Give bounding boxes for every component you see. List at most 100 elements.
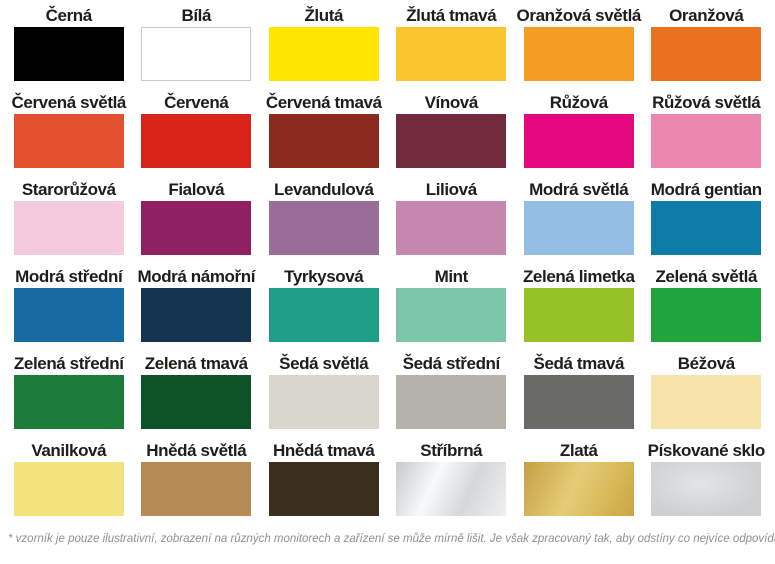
color-swatch bbox=[523, 288, 634, 342]
color-swatch bbox=[396, 201, 507, 255]
color-swatch bbox=[268, 462, 379, 516]
swatch-label: Stříbrná bbox=[420, 441, 483, 460]
swatch-label: Žlutá bbox=[304, 6, 344, 25]
swatch-cell: Modrá gentian bbox=[643, 178, 771, 255]
swatch-cell: Vanilková bbox=[5, 439, 133, 516]
footnote: * vzorník je pouze ilustrativní, zobraze… bbox=[8, 533, 775, 545]
color-swatch bbox=[651, 114, 762, 168]
swatch-label: Červená tmavá bbox=[265, 93, 382, 112]
swatch-label: Šedá střední bbox=[402, 354, 501, 373]
swatch-label: Starorůžová bbox=[21, 180, 116, 199]
swatch-cell: Červená světlá bbox=[5, 91, 133, 168]
swatch-label: Červená světlá bbox=[11, 93, 127, 112]
swatch-cell: Tyrkysová bbox=[260, 265, 388, 342]
swatch-label: Vanilková bbox=[31, 441, 107, 460]
swatch-cell: Červená tmavá bbox=[260, 91, 388, 168]
color-swatch bbox=[523, 114, 634, 168]
color-swatch bbox=[13, 375, 124, 429]
swatch-label: Vínová bbox=[424, 93, 479, 112]
swatch-cell: Modrá střední bbox=[5, 265, 133, 342]
swatch-cell: Modrá námořní bbox=[133, 265, 261, 342]
color-swatch bbox=[13, 462, 124, 516]
swatch-label: Mint bbox=[434, 267, 469, 286]
swatch-cell: Černá bbox=[5, 4, 133, 81]
color-swatch bbox=[268, 27, 379, 81]
swatch-label: Zelená limetka bbox=[522, 267, 635, 286]
swatch-label: Zelená střední bbox=[13, 354, 124, 373]
color-swatch-grid: Černá Bílá Žlutá Žlutá tmavá Oranžová sv… bbox=[5, 4, 771, 516]
swatch-cell: Bílá bbox=[133, 4, 261, 81]
color-swatch bbox=[523, 201, 634, 255]
color-swatch bbox=[651, 375, 762, 429]
color-swatch bbox=[141, 375, 252, 429]
swatch-cell: Hnědá tmavá bbox=[260, 439, 388, 516]
swatch-label: Liliová bbox=[425, 180, 477, 199]
color-swatch bbox=[523, 27, 634, 81]
color-swatch bbox=[523, 462, 634, 516]
swatch-cell: Šedá tmavá bbox=[515, 352, 643, 429]
swatch-cell: Zelená světlá bbox=[643, 265, 771, 342]
swatch-label: Zlatá bbox=[559, 441, 598, 460]
swatch-label: Žlutá tmavá bbox=[406, 6, 497, 25]
swatch-label: Hnědá tmavá bbox=[273, 441, 375, 460]
color-swatch bbox=[651, 462, 762, 516]
color-swatch bbox=[651, 201, 762, 255]
swatch-label: Modrá střední bbox=[15, 267, 123, 286]
color-swatch bbox=[13, 288, 124, 342]
color-swatch bbox=[396, 27, 507, 81]
swatch-cell: Mint bbox=[388, 265, 516, 342]
swatch-cell: Růžová bbox=[515, 91, 643, 168]
swatch-cell: Fialová bbox=[133, 178, 261, 255]
swatch-label: Růžová bbox=[549, 93, 608, 112]
swatch-cell: Oranžová bbox=[643, 4, 771, 81]
swatch-cell: Zelená tmavá bbox=[133, 352, 261, 429]
color-swatch bbox=[523, 375, 634, 429]
swatch-cell: Hnědá světlá bbox=[133, 439, 261, 516]
swatch-label: Šedá světlá bbox=[279, 354, 369, 373]
swatch-label: Hnědá světlá bbox=[146, 441, 247, 460]
color-swatch bbox=[396, 462, 507, 516]
swatch-cell: Zelená střední bbox=[5, 352, 133, 429]
swatch-cell: Pískované sklo bbox=[643, 439, 771, 516]
swatch-cell: Béžová bbox=[643, 352, 771, 429]
color-swatch bbox=[396, 114, 507, 168]
swatch-label: Šedá tmavá bbox=[533, 354, 625, 373]
swatch-label: Levandulová bbox=[273, 180, 374, 199]
color-swatch bbox=[268, 201, 379, 255]
swatch-cell: Růžová světlá bbox=[643, 91, 771, 168]
swatch-label: Růžová světlá bbox=[652, 93, 761, 112]
color-swatch bbox=[268, 114, 379, 168]
color-swatch bbox=[13, 201, 124, 255]
swatch-label: Fialová bbox=[168, 180, 225, 199]
swatch-cell: Liliová bbox=[388, 178, 516, 255]
color-swatch bbox=[268, 375, 379, 429]
swatch-label: Béžová bbox=[677, 354, 736, 373]
swatch-cell: Červená bbox=[133, 91, 261, 168]
swatch-label: Tyrkysová bbox=[284, 267, 364, 286]
swatch-cell: Zelená limetka bbox=[515, 265, 643, 342]
color-swatch bbox=[13, 27, 124, 81]
swatch-label: Oranžová bbox=[669, 6, 744, 25]
swatch-label: Pískované sklo bbox=[647, 441, 766, 460]
color-swatch bbox=[651, 288, 762, 342]
swatch-cell: Zlatá bbox=[515, 439, 643, 516]
swatch-cell: Oranžová světlá bbox=[515, 4, 643, 81]
swatch-label: Zelená světlá bbox=[655, 267, 758, 286]
swatch-cell: Šedá střední bbox=[388, 352, 516, 429]
color-swatch bbox=[141, 201, 252, 255]
swatch-label: Oranžová světlá bbox=[516, 6, 642, 25]
color-swatch bbox=[141, 114, 252, 168]
color-swatch bbox=[396, 375, 507, 429]
swatch-cell: Žlutá bbox=[260, 4, 388, 81]
swatch-cell: Šedá světlá bbox=[260, 352, 388, 429]
swatch-cell: Modrá světlá bbox=[515, 178, 643, 255]
swatch-label: Červená bbox=[164, 93, 229, 112]
swatch-cell: Starorůžová bbox=[5, 178, 133, 255]
swatch-cell: Žlutá tmavá bbox=[388, 4, 516, 81]
color-swatch bbox=[13, 114, 124, 168]
swatch-label: Zelená tmavá bbox=[144, 354, 248, 373]
color-swatch bbox=[268, 288, 379, 342]
swatch-cell: Levandulová bbox=[260, 178, 388, 255]
color-swatch bbox=[651, 27, 762, 81]
color-swatch bbox=[141, 462, 252, 516]
